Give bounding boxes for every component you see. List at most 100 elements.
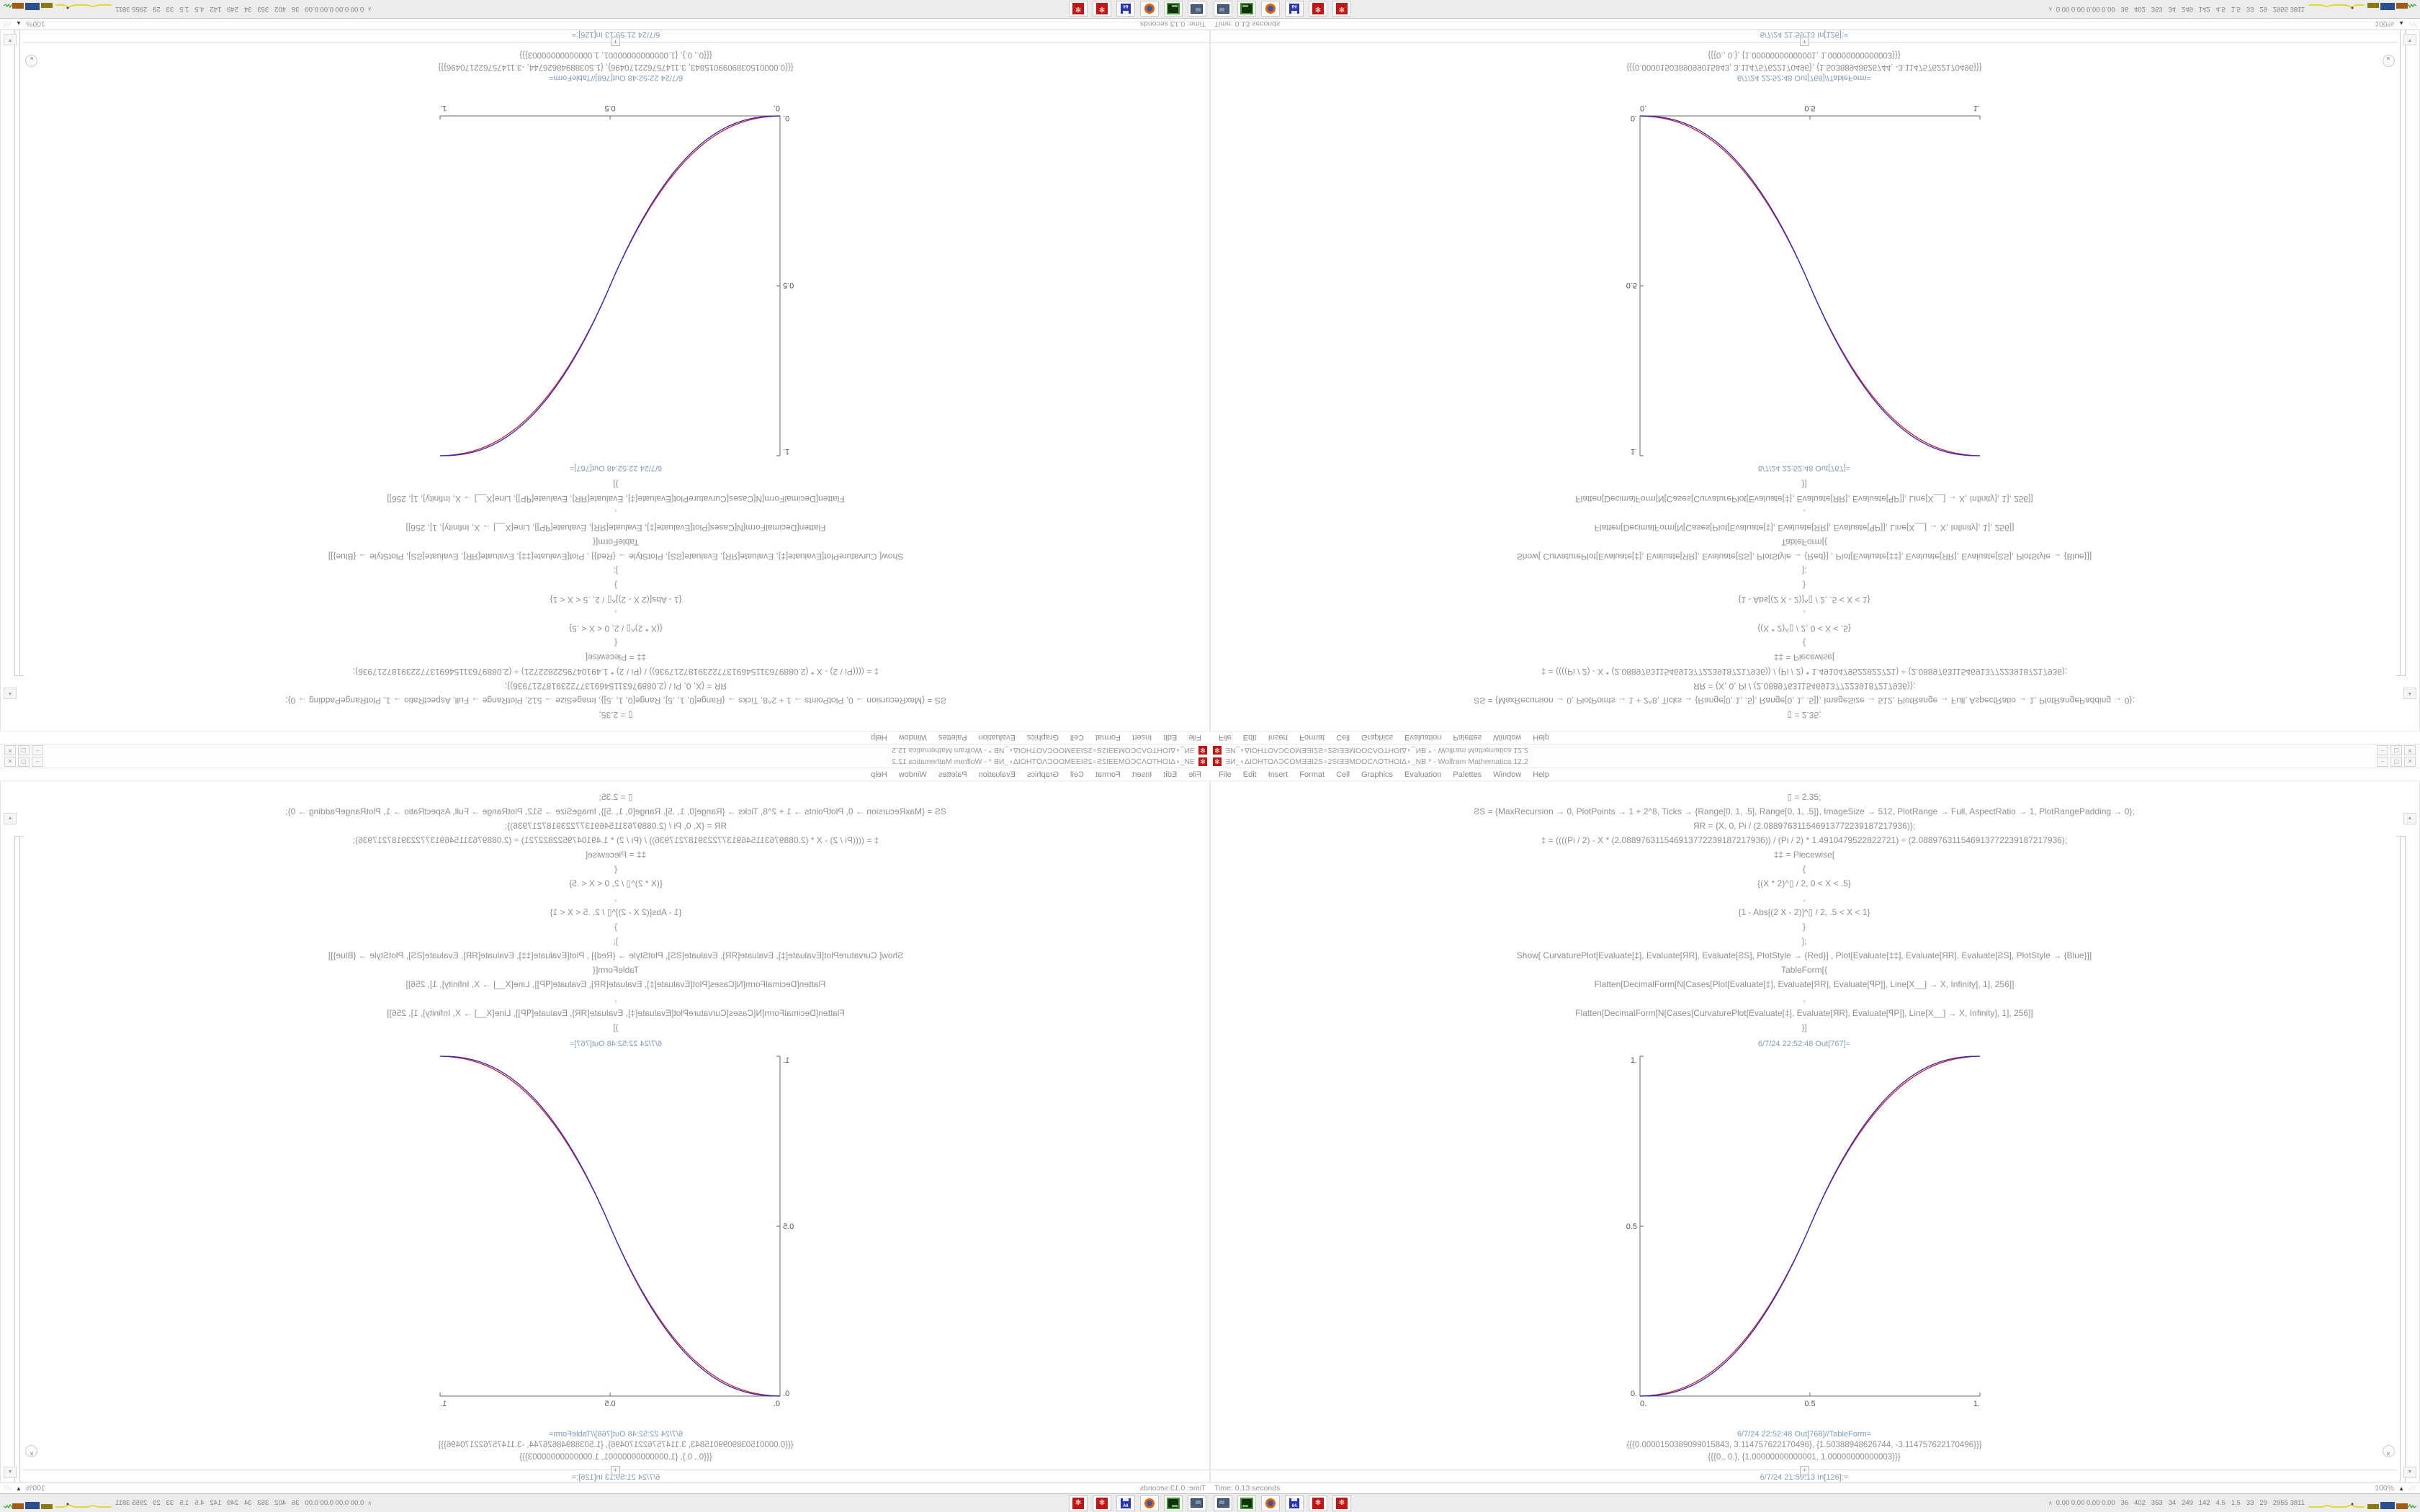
menu-item-insert[interactable]: Insert (1131, 733, 1152, 742)
menu-item-format[interactable]: Format (1095, 733, 1121, 742)
mathematica-launcher-button[interactable]: ✻ (1093, 1495, 1111, 1511)
maximize-button[interactable]: ▢ (2390, 745, 2402, 755)
menu-item-window[interactable]: Window (1493, 770, 1522, 779)
cell-group-bracket-outer[interactable] (14, 30, 19, 676)
magnification-level[interactable]: 100% (25, 1484, 45, 1493)
input-code-line[interactable]: ЯR = {X, 0, Pi / (2.08897631154691377223… (504, 681, 727, 691)
magnification-level[interactable]: 100% (25, 19, 45, 28)
input-code-line[interactable]: ]; (613, 566, 619, 576)
input-code-line[interactable]: , (614, 508, 617, 518)
input-code-line[interactable]: ‡‡ = Piecewise[ (585, 850, 647, 860)
input-code-line[interactable]: ‡‡ = Piecewise[ (585, 652, 647, 662)
menu-item-format[interactable]: Format (1095, 770, 1121, 779)
firefox-launcher-button[interactable] (1140, 1, 1159, 17)
scrollbar-down-arrow[interactable]: ▼ (2403, 1467, 2416, 1478)
minimize-button[interactable]: – (2377, 757, 2388, 767)
menu-item-file[interactable]: File (1219, 770, 1232, 779)
magnification-level[interactable]: 100% (2375, 19, 2395, 28)
input-code-line[interactable]: Flatten[DecimalForm[N[Cases[CurvaturePlo… (387, 494, 845, 504)
magnification-level[interactable]: 100% (2375, 1484, 2395, 1493)
input-code-line[interactable]: ‡‡ = Piecewise[ (1773, 850, 1835, 860)
menu-item-graphics[interactable]: Graphics (1361, 733, 1394, 742)
input-code-line[interactable]: Show[ CurvaturePlot[Evaluate[‡], Evaluat… (1516, 552, 2092, 562)
mathematica-launcher-button[interactable]: ✻ (1069, 1, 1088, 17)
insert-cell-plus-icon[interactable]: + (1800, 37, 1809, 46)
input-code-line[interactable]: }] (1801, 1022, 1807, 1032)
cell-group-bracket-inner[interactable] (19, 836, 24, 1482)
input-code-line[interactable]: , (614, 893, 617, 903)
mathematica-launcher-button[interactable]: ✻ (1069, 1495, 1088, 1511)
input-code-line[interactable]: ЯR = {X, 0, Pi / (2.08897631154691377223… (1693, 821, 1916, 831)
menu-item-graphics[interactable]: Graphics (1026, 770, 1059, 779)
firefox-launcher-button[interactable] (1261, 1495, 1280, 1511)
input-code-line[interactable]: { (614, 864, 618, 874)
terminal-launcher-button[interactable] (1237, 1, 1256, 17)
minimize-button[interactable]: – (32, 757, 43, 767)
scrollbar-down-arrow[interactable]: ▼ (2403, 34, 2416, 45)
input-code-line[interactable]: ▯ = 2.35; (599, 710, 633, 720)
menu-item-window[interactable]: Window (1493, 733, 1522, 742)
terminal-launcher-button[interactable] (1237, 1495, 1256, 1511)
floppy-launcher-button[interactable]: 64 (1285, 1, 1304, 17)
tray-expander-icon[interactable]: ∧ (2048, 6, 2053, 12)
input-code-line[interactable]: } (1802, 580, 1806, 590)
menu-item-insert[interactable]: Insert (1268, 770, 1289, 779)
jump-to-end-button[interactable]: » (25, 1445, 37, 1457)
input-code-line[interactable]: Flatten[DecimalForm[N[Cases[CurvaturePlo… (387, 1008, 845, 1018)
input-code-line[interactable]: Flatten[DecimalForm[N[Cases[CurvaturePlo… (1575, 1008, 2033, 1018)
menu-item-graphics[interactable]: Graphics (1361, 770, 1394, 779)
magnification-caret-icon[interactable]: ▲ (2398, 1485, 2404, 1492)
display-launcher-button[interactable] (1188, 1, 1206, 17)
window-titlebar[interactable]: ✻ ƎИ_∘ΔIOHTOΛƆCOMƎƎI2S∘2SIƎƎMOOCΛOTHOIΔ∘… (0, 744, 1210, 756)
minimize-button[interactable]: – (2377, 745, 2388, 755)
menu-item-palettes[interactable]: Palettes (938, 770, 967, 779)
input-code-line[interactable]: ƧS = {MaxRecursion → 0, PlotPoints → 1 +… (285, 806, 946, 816)
menu-item-insert[interactable]: Insert (1131, 770, 1152, 779)
tray-expander-icon[interactable]: ∧ (367, 6, 372, 12)
input-code-line[interactable]: { (614, 638, 618, 648)
window-resize-grip[interactable]: ⟋⟋ (4, 1484, 12, 1493)
close-button[interactable]: ✕ (4, 745, 16, 755)
cell-group-bracket-inner[interactable] (19, 30, 24, 676)
input-code-line[interactable]: ‡‡ = Piecewise[ (1773, 652, 1835, 662)
scrollbar-up-arrow[interactable]: ▲ (2403, 813, 2416, 824)
cell-group-bracket-inner[interactable] (2396, 836, 2401, 1482)
magnification-caret-icon[interactable]: ▲ (16, 1485, 22, 1492)
menu-item-cell[interactable]: Cell (1336, 733, 1350, 742)
input-code-line[interactable]: } (1802, 922, 1806, 932)
insert-cell-plus-icon[interactable]: + (611, 1466, 620, 1475)
input-code-line[interactable]: , (1803, 893, 1806, 903)
input-code-line[interactable]: ]; (1801, 936, 1807, 946)
close-button[interactable]: ✕ (2404, 757, 2416, 767)
input-code-line[interactable]: }] (613, 1022, 619, 1032)
input-code-line[interactable]: Flatten[DecimalForm[N[Cases[Plot[Evaluat… (405, 523, 826, 533)
menu-item-cell[interactable]: Cell (1336, 770, 1350, 779)
input-code-line[interactable]: ‡ = ((((Pi / 2) - X * (2.088976311546913… (352, 835, 879, 845)
input-code-line[interactable]: ‡ = ((((Pi / 2) - X * (2.088976311546913… (1541, 835, 2068, 845)
input-code-line[interactable]: ▯ = 2.35; (599, 792, 633, 802)
maximize-button[interactable]: ▢ (18, 757, 30, 767)
input-code-line[interactable]: ]; (613, 936, 619, 946)
input-code-line[interactable]: Show[ CurvaturePlot[Evaluate[‡], Evaluat… (1516, 950, 2092, 960)
insert-cell-plus-icon[interactable]: + (611, 37, 620, 46)
input-code-line[interactable]: ƧS = {MaxRecursion → 0, PlotPoints → 1 +… (1474, 806, 2135, 816)
input-code-line[interactable]: TableForm[{ (592, 965, 640, 975)
input-code-line[interactable]: , (614, 994, 617, 1004)
menu-item-edit[interactable]: Edit (1242, 733, 1257, 742)
menu-item-evaluation[interactable]: Evaluation (978, 770, 1016, 779)
terminal-launcher-button[interactable] (1164, 1495, 1183, 1511)
menu-item-window[interactable]: Window (898, 770, 927, 779)
menu-item-palettes[interactable]: Palettes (938, 733, 967, 742)
display-launcher-button[interactable] (1214, 1, 1232, 17)
tray-expander-icon[interactable]: ∧ (367, 1500, 372, 1506)
input-code-line[interactable]: ƧS = {MaxRecursion → 0, PlotPoints → 1 +… (1474, 696, 2135, 706)
input-code-line[interactable]: ]; (1801, 566, 1807, 576)
magnification-caret-icon[interactable]: ▲ (16, 20, 22, 27)
jump-to-end-button[interactable]: » (25, 55, 37, 67)
input-code-line[interactable]: Show[ CurvaturePlot[Evaluate[‡], Evaluat… (328, 950, 904, 960)
window-titlebar[interactable]: ✻ ƎИ_∘ΔIOHTOΛƆCOMƎƎI2S∘2SIƎƎMOOCΛOTHOIΔ∘… (0, 756, 1210, 768)
menu-item-evaluation[interactable]: Evaluation (978, 733, 1016, 742)
menu-item-cell[interactable]: Cell (1070, 770, 1084, 779)
menu-item-help[interactable]: Help (1533, 770, 1549, 779)
menu-item-help[interactable]: Help (1533, 733, 1549, 742)
